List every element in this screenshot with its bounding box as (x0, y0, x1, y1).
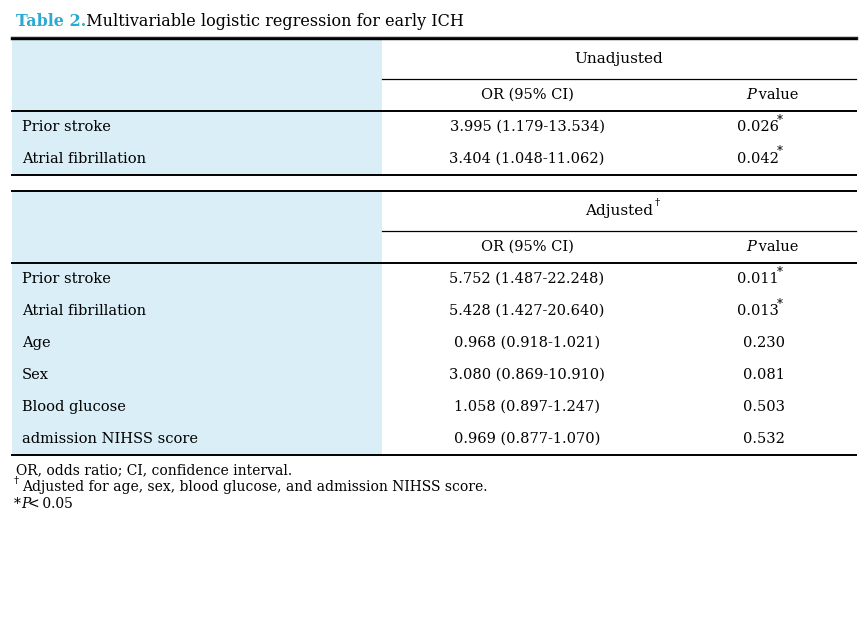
Text: *: * (14, 497, 21, 511)
Bar (12, 327, 382, 359)
Text: *: * (777, 145, 783, 158)
Text: 0.230: 0.230 (743, 336, 785, 350)
Bar (12, 79, 382, 111)
Text: 0.969 (0.877-1.070): 0.969 (0.877-1.070) (454, 432, 600, 446)
Bar (12, 295, 382, 327)
Text: 0.968 (0.918-1.021): 0.968 (0.918-1.021) (454, 336, 600, 350)
Bar (382, 39, 856, 79)
Bar (382, 359, 856, 391)
Bar (12, 359, 382, 391)
Bar (382, 79, 856, 111)
Text: 0.042: 0.042 (737, 152, 779, 166)
Bar (12, 143, 382, 175)
Text: 3.080 (0.869-10.910): 3.080 (0.869-10.910) (449, 368, 605, 382)
Text: P: P (746, 88, 756, 102)
Bar (12, 391, 382, 423)
Text: *: * (777, 297, 783, 311)
Text: Blood glucose: Blood glucose (22, 400, 126, 414)
Bar (12, 231, 382, 263)
Bar (12, 423, 382, 455)
Text: < 0.05: < 0.05 (28, 497, 73, 511)
Bar (12, 191, 382, 231)
Text: *: * (777, 266, 783, 278)
Bar (382, 143, 856, 175)
Text: 0.026: 0.026 (737, 120, 779, 134)
Bar (12, 39, 382, 79)
Text: admission NIHSS score: admission NIHSS score (22, 432, 198, 446)
Bar (382, 231, 856, 263)
Text: 0.532: 0.532 (743, 432, 785, 446)
Bar (382, 327, 856, 359)
Bar (12, 175, 856, 191)
Text: Unadjusted: Unadjusted (575, 52, 663, 66)
Text: value: value (754, 240, 799, 254)
Text: OR (95% CI): OR (95% CI) (481, 88, 574, 102)
Bar (382, 423, 856, 455)
Text: OR (95% CI): OR (95% CI) (481, 240, 574, 254)
Bar (382, 391, 856, 423)
Bar (382, 295, 856, 327)
Text: 5.752 (1.487-22.248): 5.752 (1.487-22.248) (450, 272, 605, 286)
Text: †: † (14, 476, 19, 485)
Text: Table 2.: Table 2. (16, 13, 86, 30)
Text: value: value (754, 88, 799, 102)
Text: Age: Age (22, 336, 50, 350)
Text: 3.995 (1.179-13.534): 3.995 (1.179-13.534) (450, 120, 604, 134)
Bar (12, 263, 382, 295)
Text: 1.058 (0.897-1.247): 1.058 (0.897-1.247) (454, 400, 600, 414)
Text: OR, odds ratio; CI, confidence interval.: OR, odds ratio; CI, confidence interval. (16, 463, 293, 477)
Text: Prior stroke: Prior stroke (22, 120, 111, 134)
Text: Atrial fibrillation: Atrial fibrillation (22, 304, 146, 318)
Text: 3.404 (1.048-11.062): 3.404 (1.048-11.062) (450, 152, 605, 166)
Text: 0.013: 0.013 (737, 304, 779, 318)
Bar (12, 6, 856, 38)
Text: †: † (655, 198, 661, 207)
Text: 5.428 (1.427-20.640): 5.428 (1.427-20.640) (450, 304, 605, 318)
Text: Prior stroke: Prior stroke (22, 272, 111, 286)
Bar (382, 191, 856, 231)
Text: 0.503: 0.503 (743, 400, 785, 414)
Text: P: P (746, 240, 756, 254)
Text: Adjusted for age, sex, blood glucose, and admission NIHSS score.: Adjusted for age, sex, blood glucose, an… (22, 480, 488, 494)
Bar (382, 263, 856, 295)
Text: Atrial fibrillation: Atrial fibrillation (22, 152, 146, 166)
Text: Adjusted: Adjusted (585, 204, 653, 218)
Text: Sex: Sex (22, 368, 49, 382)
Text: Multivariable logistic regression for early ICH: Multivariable logistic regression for ea… (76, 13, 464, 30)
Text: P: P (21, 497, 30, 511)
Text: 0.081: 0.081 (743, 368, 785, 382)
Text: *: * (777, 113, 783, 127)
Bar (382, 111, 856, 143)
Bar (12, 111, 382, 143)
Text: 0.011: 0.011 (737, 272, 779, 286)
